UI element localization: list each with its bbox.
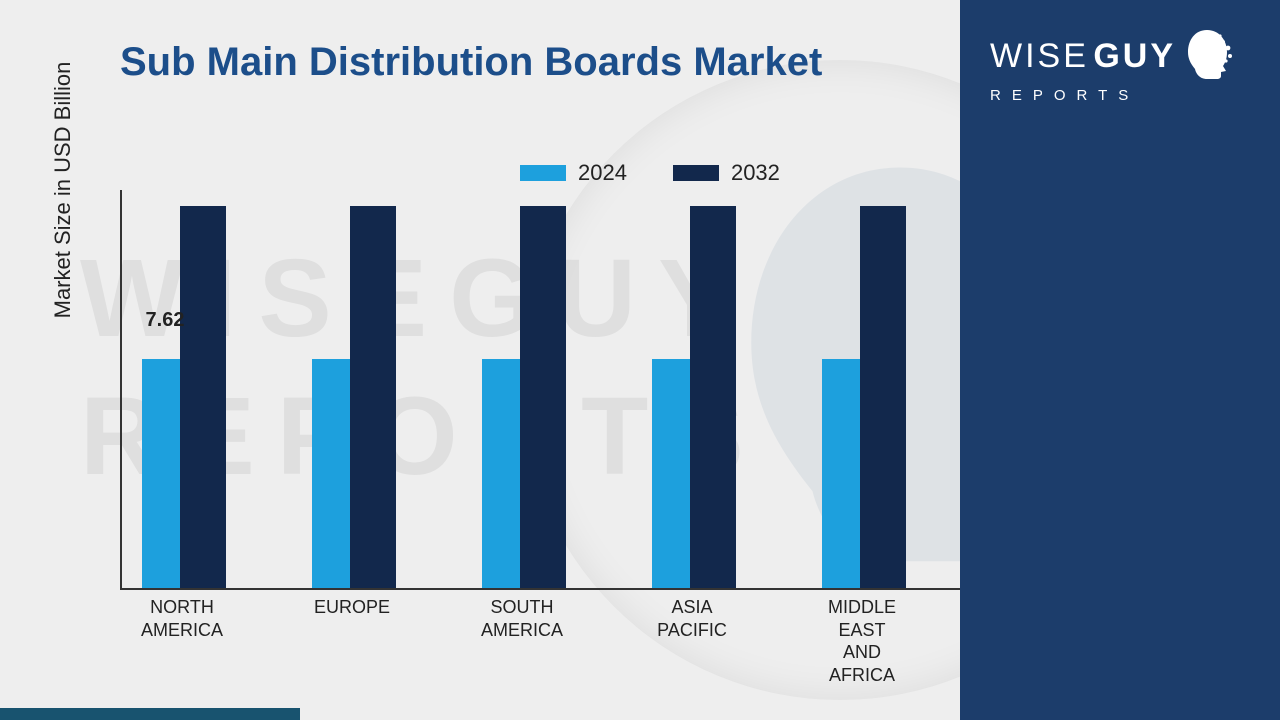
chart-title: Sub Main Distribution Boards Market <box>120 40 822 85</box>
bar-value-label: 7.62 <box>146 309 185 332</box>
legend-swatch-2024 <box>520 165 566 181</box>
legend-item-2032: 2032 <box>673 160 780 186</box>
x-axis-category: NORTH AMERICA <box>141 596 223 641</box>
bar-2032 <box>520 206 566 588</box>
x-axis-category: SOUTH AMERICA <box>481 596 563 641</box>
bar-2032 <box>860 206 906 588</box>
bar-2032 <box>350 206 396 588</box>
bar-2032 <box>690 206 736 588</box>
right-brand-panel <box>960 0 1280 720</box>
brand-logo: WISE GUY REPORTS <box>990 28 1250 104</box>
bar-group <box>482 206 566 588</box>
x-axis-category: ASIA PACIFIC <box>657 596 727 641</box>
bar-group <box>822 206 906 588</box>
bar-2032 <box>180 206 226 588</box>
legend-swatch-2032 <box>673 165 719 181</box>
chart-area: 7.62 <box>120 190 960 590</box>
bar-group <box>312 206 396 588</box>
legend-label-2024: 2024 <box>578 160 627 186</box>
legend-label-2032: 2032 <box>731 160 780 186</box>
plot-area: 7.62 <box>120 190 960 590</box>
bottom-accent-bar <box>0 708 300 720</box>
brand-word-2: GUY <box>1093 37 1176 76</box>
legend-item-2024: 2024 <box>520 160 627 186</box>
x-axis-category: MIDDLE EAST AND AFRICA <box>828 596 896 686</box>
legend: 2024 2032 <box>520 160 780 186</box>
x-axis-category: EUROPE <box>314 596 390 619</box>
brand-head-icon <box>1185 28 1233 85</box>
bar-group <box>142 206 226 588</box>
y-axis-label: Market Size in USD Billion <box>50 0 76 390</box>
bar-group <box>652 206 736 588</box>
stage: WISEGUY REPORTS WISE GUY REPORTS Sub Mai… <box>0 0 1280 720</box>
brand-word-1: WISE <box>990 37 1089 76</box>
brand-word-3: REPORTS <box>990 87 1250 104</box>
